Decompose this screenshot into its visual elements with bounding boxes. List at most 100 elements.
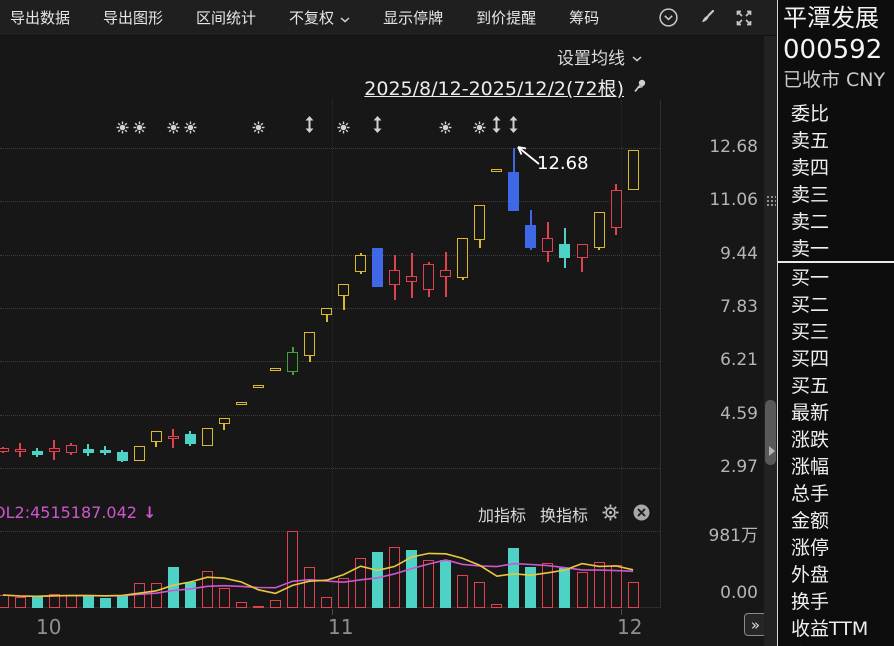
candle-bar xyxy=(287,352,298,372)
volume-max-gridline xyxy=(0,531,660,532)
date-range-link[interactable]: 2025/8/12-2025/12/2(72根) xyxy=(364,78,624,100)
close-panel-icon[interactable] xyxy=(633,504,650,525)
splitter-drag-handle[interactable] xyxy=(766,195,776,206)
toolbar-button[interactable]: 到价提醒 xyxy=(476,7,536,28)
candle-bar xyxy=(304,332,316,357)
annotation-arrow xyxy=(517,146,540,165)
price-gridline xyxy=(0,361,660,363)
candle-wick xyxy=(444,252,447,298)
candle-wick xyxy=(342,283,345,310)
market-status: 已收市 CNY xyxy=(783,69,886,91)
candle-bar xyxy=(201,428,213,446)
x-axis-label: 12 xyxy=(617,615,643,639)
candle-wick xyxy=(427,261,430,298)
updown-marker-icon[interactable] xyxy=(372,116,383,137)
toolbar-button[interactable]: 筹码 xyxy=(569,7,599,28)
quote-sidebar: 平潭发展 000592 已收市 CNY 委比 卖五 卖四 卖三 卖二 卖一 买一 买二 买三 买四… xyxy=(777,0,894,646)
price-gridline xyxy=(0,254,660,256)
volume-ma-line xyxy=(2,559,634,598)
candle-wick xyxy=(546,222,549,262)
candle-bar xyxy=(559,244,571,258)
volume-indicator-arrow[interactable]: ↓ xyxy=(142,503,157,522)
stock-name: 平潭发展 xyxy=(783,4,879,32)
volume-ma-lines xyxy=(2,552,634,598)
volume-indicator-row: OL2:4515187.042 ↓ xyxy=(0,503,156,522)
candle-wick xyxy=(495,169,498,173)
draw-brush-icon[interactable] xyxy=(698,9,715,26)
price-gridline xyxy=(0,201,660,203)
event-marker-icon[interactable] xyxy=(133,119,146,138)
candle-bar xyxy=(355,254,367,273)
event-marker-icon[interactable] xyxy=(439,119,452,138)
event-marker-icon[interactable] xyxy=(252,119,265,138)
chevron-down-icon xyxy=(340,9,350,27)
quote-row-label: 买四 xyxy=(791,348,830,370)
volume-ma-line xyxy=(2,552,634,598)
candle-bar xyxy=(542,237,554,252)
vertical-scrollbar-thumb[interactable] xyxy=(765,400,776,465)
toolbar-button[interactable]: 导出数据 xyxy=(10,7,70,28)
updown-marker-icon[interactable] xyxy=(491,116,502,137)
candle-bar xyxy=(576,244,588,258)
event-marker-icon[interactable] xyxy=(167,119,180,138)
x-axis-label: 11 xyxy=(328,615,354,639)
candle-wick xyxy=(121,450,124,463)
candle-wick xyxy=(36,447,39,458)
quote-row-label: 买五 xyxy=(791,375,830,397)
candle-wick xyxy=(461,237,464,280)
toolbar-button[interactable]: 区间统计 xyxy=(196,7,256,28)
updown-marker-icon[interactable] xyxy=(508,116,519,137)
add-indicator-button[interactable]: 加指标 xyxy=(478,506,527,525)
toolbar-button[interactable]: 导出图形 xyxy=(103,7,163,28)
candle-wick xyxy=(53,440,56,461)
candle-wick xyxy=(529,209,532,251)
candle-bar xyxy=(457,237,469,279)
collapse-sidebar-arrow[interactable] xyxy=(769,446,775,456)
candle-wick xyxy=(478,204,481,249)
price-axis-label: 7.83 xyxy=(720,296,758,317)
updown-marker-icon[interactable] xyxy=(304,116,315,137)
candle-wick xyxy=(87,443,90,457)
candle-bar xyxy=(0,447,9,453)
candle-wick xyxy=(410,253,413,299)
candle-wick xyxy=(274,367,277,371)
quote-row-label: 涨停 xyxy=(791,537,830,559)
quote-row-label: 卖三 xyxy=(791,184,830,206)
quote-row-label: 卖四 xyxy=(791,157,830,179)
toolbar-buttons-group: 导出数据 导出图形 区间统计 不复权 显示停牌 到价提醒 筹码 xyxy=(10,7,599,28)
candle-bar xyxy=(235,402,247,406)
switch-indicator-button[interactable]: 换指标 xyxy=(540,506,589,525)
volume-axis-max: 981万 xyxy=(708,526,758,546)
candle-bar xyxy=(65,444,77,454)
ma-settings-button[interactable]: 设置均线 xyxy=(557,49,625,69)
event-marker-icon[interactable] xyxy=(337,119,350,138)
collapse-toolbar-icon[interactable] xyxy=(659,8,678,27)
event-marker-icon[interactable] xyxy=(473,119,486,138)
quote-row-label: 收益TTM xyxy=(791,618,869,640)
event-marker-icon[interactable] xyxy=(184,119,197,138)
pin-icon[interactable] xyxy=(632,78,648,98)
candle-wick xyxy=(240,402,243,406)
price-axis-label: 12.68 xyxy=(709,137,758,157)
toolbar-button-label: 导出图形 xyxy=(103,9,164,27)
toolbar-button[interactable]: 显示停牌 xyxy=(383,7,443,28)
candle-bar xyxy=(627,149,639,191)
x-axis-tick xyxy=(332,609,333,615)
price-axis-label: 11.06 xyxy=(709,190,758,211)
candle-wick xyxy=(325,307,328,323)
quote-row-label: 市盈TTM xyxy=(778,641,894,646)
gear-icon[interactable] xyxy=(602,504,619,525)
candle-bar xyxy=(14,448,26,452)
quote-rows: 委比 卖五 卖四 卖三 卖二 卖一 买一 买二 买三 买四 买五 最新 涨跌 涨幅 总手 金额 涨停 外盘 换手 收益… xyxy=(778,99,894,646)
volume-indicator-label[interactable]: OL2:4515187.042 xyxy=(0,503,137,522)
toolbar-button[interactable]: 不复权 xyxy=(289,7,350,28)
candle-wick xyxy=(257,385,260,388)
candle-wick xyxy=(393,254,396,301)
volume-tools: 加指标 换指标 xyxy=(478,502,650,526)
quote-row-label: 买一 xyxy=(791,267,830,289)
date-range-row: 2025/8/12-2025/12/2(72根) xyxy=(0,74,660,101)
fullscreen-icon[interactable] xyxy=(735,9,753,27)
event-marker-icon[interactable] xyxy=(116,119,129,138)
candle-bar xyxy=(269,367,281,371)
